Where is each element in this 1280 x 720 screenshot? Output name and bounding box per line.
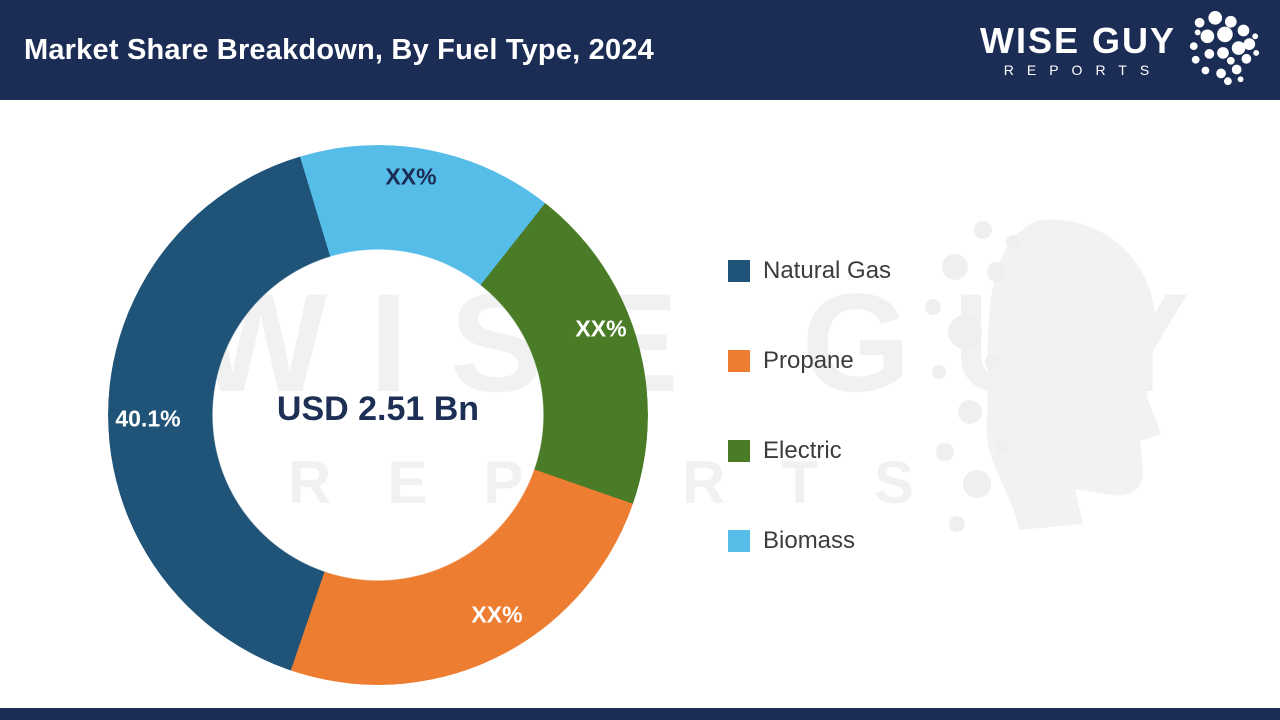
logo-wordmark: WISE GUY bbox=[979, 20, 1176, 62]
legend-item-propane: Propane bbox=[728, 346, 891, 376]
legend-swatch-electric bbox=[728, 440, 750, 462]
segment-value-biomass: XX% bbox=[385, 163, 437, 190]
legend-swatch-biomass bbox=[728, 530, 750, 552]
footer-bar bbox=[0, 708, 1280, 720]
legend-swatch-natural-gas bbox=[728, 260, 750, 282]
legend-swatch-propane bbox=[728, 350, 750, 372]
segment-value-natural-gas: 40.1% bbox=[115, 405, 181, 432]
legend-label-natural-gas: Natural Gas bbox=[763, 257, 892, 284]
legend-item-electric: Electric bbox=[728, 436, 891, 466]
legend-label-biomass: Biomass bbox=[763, 527, 856, 554]
logo-head-icon bbox=[1189, 11, 1260, 86]
wise-guy-logo: WISE GUY REPORTS bbox=[980, 9, 1262, 91]
legend: Natural Gas Propane Electric Biomass bbox=[728, 256, 891, 616]
logo-subtitle: REPORTS bbox=[1003, 61, 1163, 78]
chart-center-value: USD 2.51 Bn bbox=[276, 390, 480, 428]
legend-item-natural-gas: Natural Gas bbox=[728, 256, 891, 286]
header: Market Share Breakdown, By Fuel Type, 20… bbox=[0, 0, 1280, 100]
segment-value-electric: XX% bbox=[575, 315, 627, 342]
legend-label-electric: Electric bbox=[763, 437, 842, 464]
page-title: Market Share Breakdown, By Fuel Type, 20… bbox=[24, 33, 654, 66]
legend-label-propane: Propane bbox=[763, 347, 854, 374]
legend-item-biomass: Biomass bbox=[728, 526, 891, 556]
segment-value-propane: XX% bbox=[471, 601, 523, 628]
watermark-head-graphic bbox=[925, 219, 1161, 532]
donut-chart bbox=[108, 145, 648, 685]
logo-text: WISE GUY REPORTS bbox=[980, 22, 1176, 78]
